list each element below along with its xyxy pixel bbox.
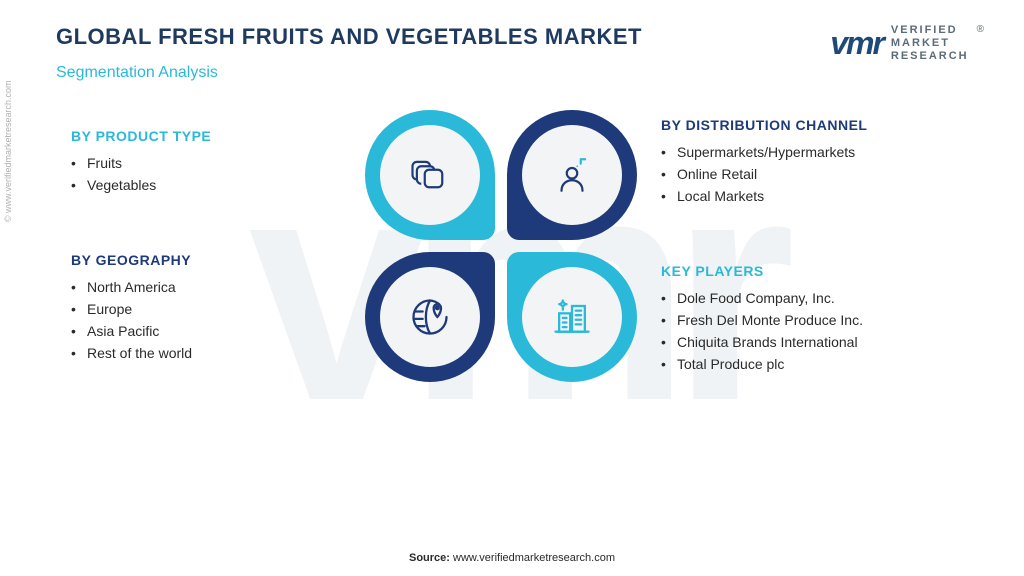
list-product-type: Fruits Vegetables [71, 152, 341, 196]
section-geography: BY GEOGRAPHY North America Europe Asia P… [71, 252, 341, 364]
layers-icon [409, 154, 451, 196]
section-title-keyplayers: KEY PLAYERS [661, 263, 961, 279]
list-item: North America [71, 276, 341, 298]
inner-circle [380, 125, 480, 225]
petal-distribution [507, 110, 637, 240]
logo-text: VERIFIED MARKET RESEARCH [891, 24, 969, 64]
list-item: Online Retail [661, 163, 961, 185]
logo-mark: vmr [830, 25, 883, 62]
header: GLOBAL FRESH FRUITS AND VEGETABLES MARKE… [0, 0, 1024, 82]
section-title-geography: BY GEOGRAPHY [71, 252, 341, 268]
list-item: Fruits [71, 152, 341, 174]
petal-shape [507, 252, 637, 382]
column-left: BY PRODUCT TYPE Fruits Vegetables BY GEO… [71, 128, 341, 364]
logo-registered-icon: ® [977, 24, 984, 35]
petal-shape [365, 252, 495, 382]
list-item: Local Markets [661, 185, 961, 207]
section-key-players: KEY PLAYERS Dole Food Company, Inc. Fres… [661, 263, 961, 375]
inner-circle [522, 267, 622, 367]
list-item: Chiquita Brands International [661, 331, 961, 353]
petal-diagram [361, 106, 641, 386]
logo-line2: MARKET [891, 37, 969, 50]
logo-line1: VERIFIED [891, 24, 969, 37]
brand-logo: vmr VERIFIED MARKET RESEARCH ® [830, 24, 984, 64]
petal-key-players [507, 252, 637, 382]
main-content: BY PRODUCT TYPE Fruits Vegetables BY GEO… [0, 82, 1024, 386]
column-right: BY DISTRIBUTION CHANNEL Supermarkets/Hyp… [661, 117, 961, 375]
globe-icon [408, 295, 452, 339]
list-distribution: Supermarkets/Hypermarkets Online Retail … [661, 141, 961, 207]
list-item: Dole Food Company, Inc. [661, 287, 961, 309]
section-title-product: BY PRODUCT TYPE [71, 128, 341, 144]
list-geography: North America Europe Asia Pacific Rest o… [71, 276, 341, 364]
page-title: GLOBAL FRESH FRUITS AND VEGETABLES MARKE… [56, 24, 642, 50]
list-item: Asia Pacific [71, 320, 341, 342]
list-item: Fresh Del Monte Produce Inc. [661, 309, 961, 331]
section-distribution: BY DISTRIBUTION CHANNEL Supermarkets/Hyp… [661, 117, 961, 207]
person-icon [551, 154, 593, 196]
section-title-distribution: BY DISTRIBUTION CHANNEL [661, 117, 961, 133]
list-item: Supermarkets/Hypermarkets [661, 141, 961, 163]
section-product-type: BY PRODUCT TYPE Fruits Vegetables [71, 128, 341, 196]
inner-circle [522, 125, 622, 225]
page-subtitle: Segmentation Analysis [56, 64, 642, 82]
footer-label: Source: [409, 552, 450, 564]
petal-geography [365, 252, 495, 382]
header-left: GLOBAL FRESH FRUITS AND VEGETABLES MARKE… [56, 24, 642, 82]
petal-shape [365, 110, 495, 240]
buildings-icon [550, 295, 594, 339]
logo-line3: RESEARCH [891, 50, 969, 63]
list-item: Europe [71, 298, 341, 320]
footer-source: Source: www.verifiedmarketresearch.com [0, 552, 1024, 564]
list-item: Vegetables [71, 174, 341, 196]
list-key-players: Dole Food Company, Inc. Fresh Del Monte … [661, 287, 961, 375]
list-item: Total Produce plc [661, 353, 961, 375]
inner-circle [380, 267, 480, 367]
petal-product-type [365, 110, 495, 240]
list-item: Rest of the world [71, 342, 341, 364]
petal-shape [507, 110, 637, 240]
footer-url: www.verifiedmarketresearch.com [453, 552, 615, 564]
